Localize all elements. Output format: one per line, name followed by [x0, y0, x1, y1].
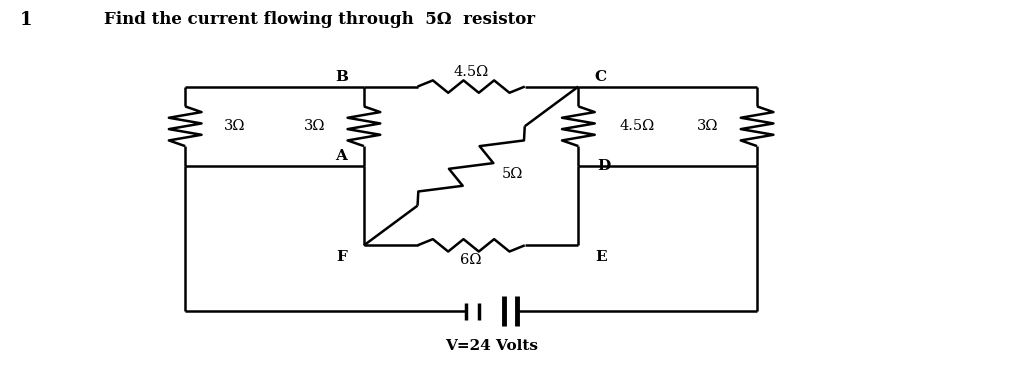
- Text: 1: 1: [19, 11, 33, 29]
- Text: V=24 Volts: V=24 Volts: [445, 339, 538, 353]
- Text: 3Ω: 3Ω: [304, 119, 326, 133]
- Text: A: A: [336, 149, 347, 163]
- Text: Find the current flowing through  5Ω  resistor: Find the current flowing through 5Ω resi…: [103, 11, 535, 28]
- Text: E: E: [595, 250, 606, 264]
- Text: B: B: [335, 70, 348, 84]
- Text: 4.5Ω: 4.5Ω: [620, 119, 655, 133]
- Text: F: F: [336, 250, 347, 264]
- Text: D: D: [597, 159, 610, 173]
- Text: C: C: [595, 70, 607, 84]
- Text: 3Ω: 3Ω: [697, 119, 719, 133]
- Text: 5Ω: 5Ω: [502, 167, 522, 181]
- Text: 4.5Ω: 4.5Ω: [454, 65, 488, 79]
- Text: 6Ω: 6Ω: [461, 253, 482, 267]
- Text: 3Ω: 3Ω: [223, 119, 245, 133]
